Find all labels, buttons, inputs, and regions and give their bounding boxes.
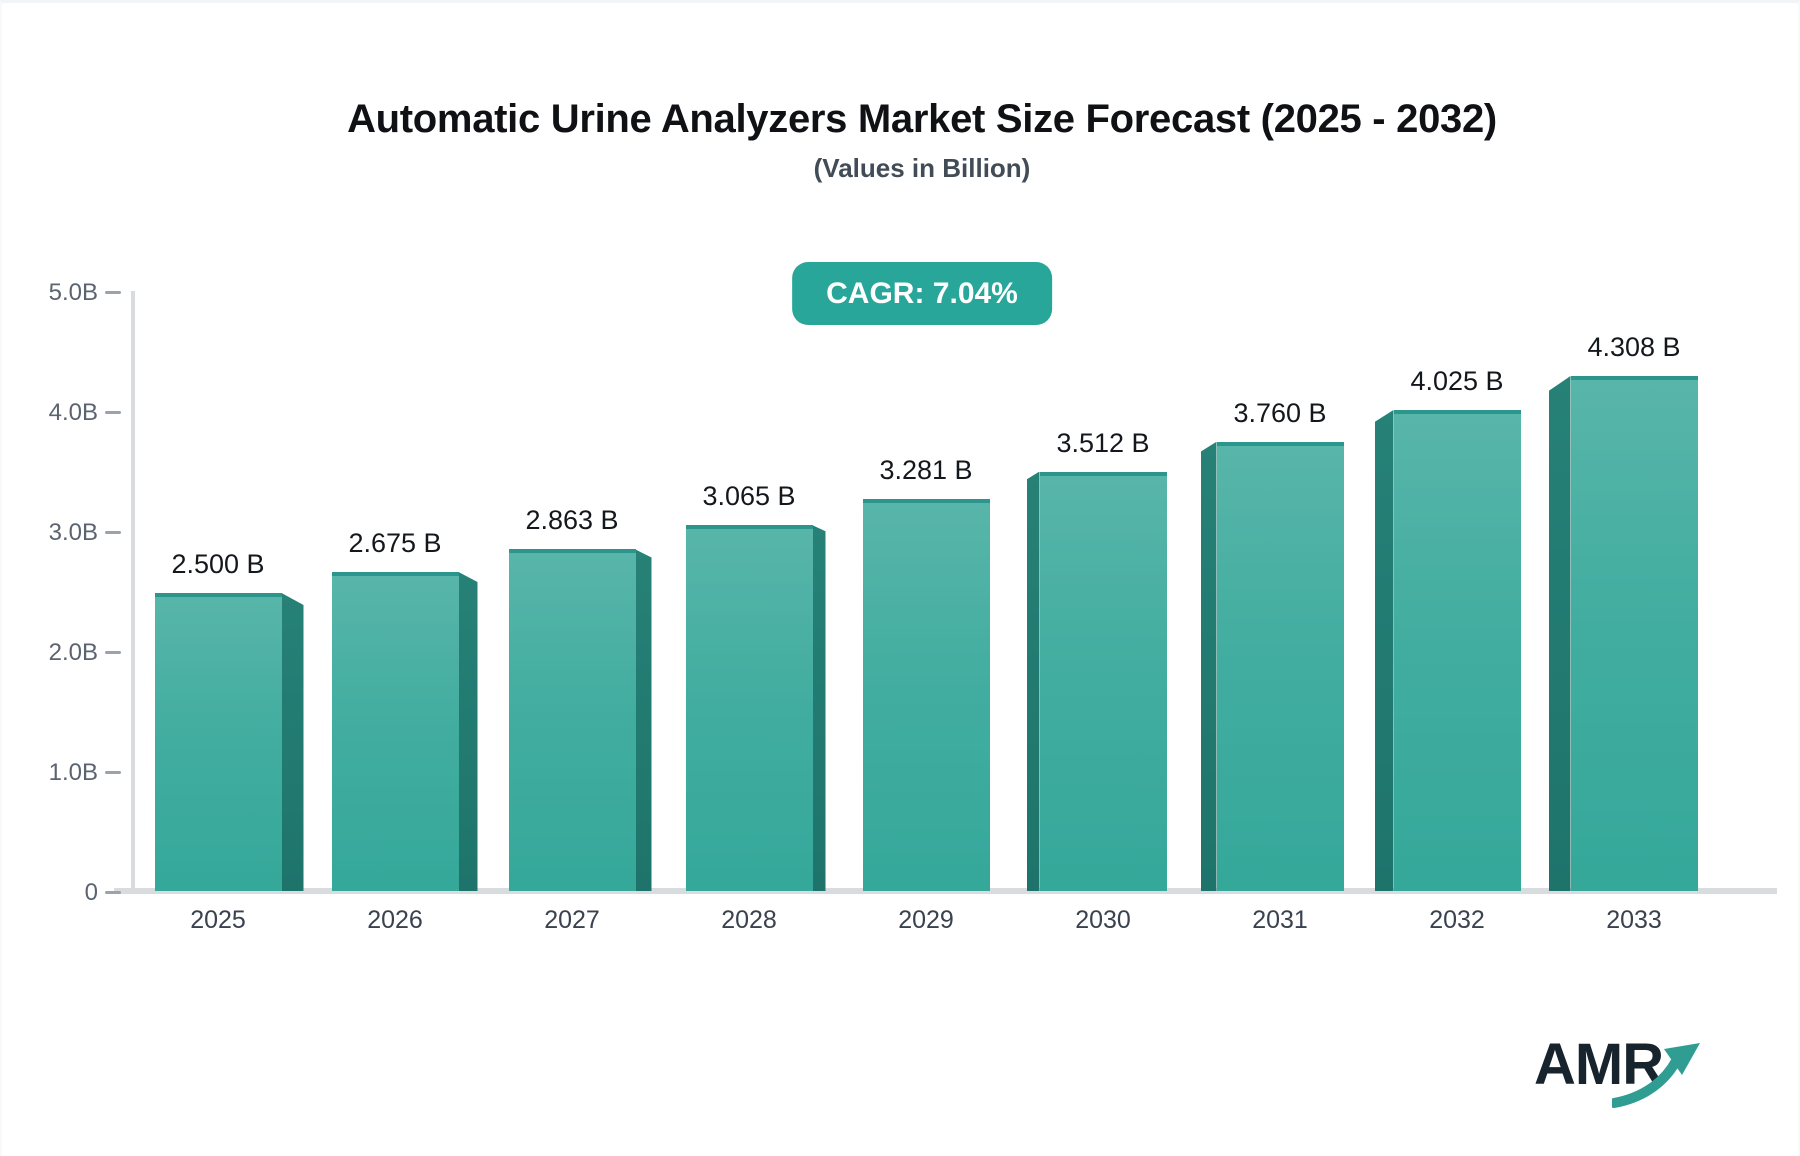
bar-2031: [1216, 441, 1344, 891]
y-axis-tick-label: 0: [84, 879, 98, 906]
y-axis-tick-label: 3.0B: [48, 519, 98, 546]
bar-2028: [685, 525, 813, 891]
x-axis-tick-label: 2033: [1606, 906, 1662, 934]
bar-value-label: 2.675 B: [348, 528, 442, 558]
bar-side-face: [812, 525, 826, 891]
bar-value-label: 2.500 B: [171, 549, 265, 579]
bar-value-label: 2.863 B: [525, 505, 619, 536]
trend-up-arrow-icon: [1612, 1043, 1700, 1108]
chart-title: Automatic Urine Analyzers Market Size Fo…: [347, 97, 1497, 141]
x-axis-tick-label: 2032: [1429, 906, 1485, 934]
bar-side-face: [1548, 376, 1571, 891]
bar-side-face: [635, 549, 652, 891]
amr-logo-text: AMR: [1534, 1032, 1664, 1097]
x-axis-tick-label: 2025: [190, 906, 246, 934]
chart-subtitle: (Values in Billion): [813, 153, 1031, 183]
x-axis-tick-label: 2028: [721, 906, 777, 934]
y-axis-tick-label: 5.0B: [48, 279, 98, 306]
y-tick-dash: [105, 771, 121, 774]
bar-side-face: [281, 593, 304, 891]
x-axis-tick-label: 2026: [367, 906, 423, 934]
y-tick-dash: [105, 531, 121, 534]
cagr-badge: CAGR: 7.04%: [792, 262, 1052, 325]
bar-value-label: 3.512 B: [1056, 427, 1150, 458]
bar-2025: [154, 593, 282, 891]
y-tick-dash: [105, 291, 121, 294]
bar-value-label: 3.281 B: [879, 455, 973, 486]
bar-2027: [508, 549, 636, 891]
bar-side-face: [1200, 441, 1217, 891]
x-axis-tick-label: 2029: [898, 906, 954, 934]
bar-2029: [862, 499, 990, 891]
x-axis-tick-label: 2031: [1252, 906, 1308, 934]
y-tick-dash: [105, 891, 121, 894]
amr-logo: AMR: [1534, 1031, 1700, 1108]
x-axis-tick-label: 2027: [544, 906, 600, 934]
bar-value-label: 3.760 B: [1233, 397, 1327, 428]
x-axis-tick-label: 2030: [1075, 906, 1131, 934]
bar-2033: [1570, 376, 1698, 891]
bar-2026: [331, 572, 459, 891]
y-axis-tick-label: 1.0B: [48, 759, 98, 786]
bar-side-face: [458, 572, 478, 891]
bar-side-face: [1374, 410, 1394, 891]
bar-2030: [1039, 471, 1167, 891]
y-tick-dash: [105, 651, 121, 654]
bar-side-face: [1026, 471, 1040, 891]
y-axis-tick-label: 4.0B: [48, 399, 98, 426]
bar-value-label: 3.065 B: [702, 481, 796, 512]
x-axis-baseline: [114, 888, 1777, 894]
bar-value-label: 4.308 B: [1587, 332, 1681, 363]
bar-value-label: 4.025 B: [1410, 366, 1504, 396]
bar-2032: [1393, 410, 1521, 891]
y-axis-line: [131, 291, 135, 891]
y-tick-dash: [105, 411, 121, 414]
y-axis-tick-label: 2.0B: [48, 639, 98, 666]
